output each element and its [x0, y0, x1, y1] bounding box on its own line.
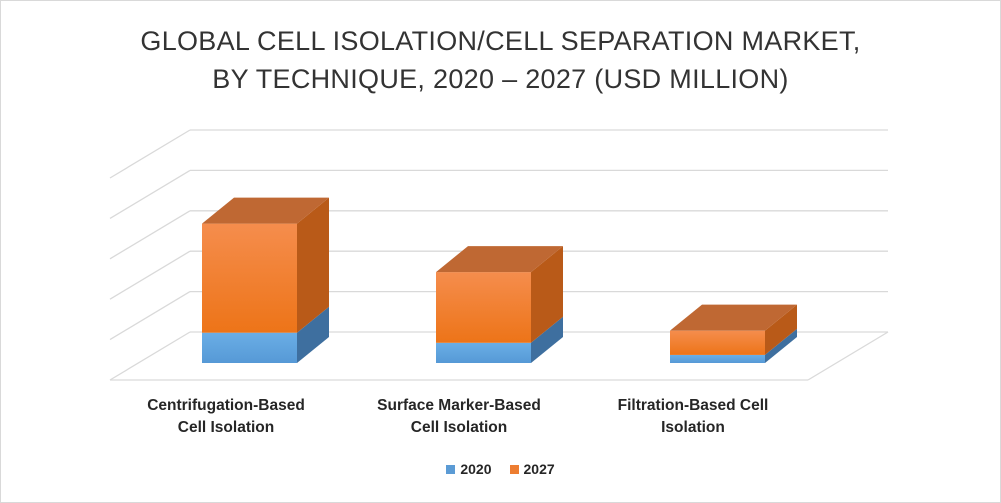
legend-item-2020: 2020	[446, 461, 492, 477]
gridline-side	[109, 250, 191, 300]
category-label-filtration: Filtration-Based Cell Isolation	[617, 397, 769, 436]
bar-2027-2-side	[765, 304, 797, 355]
category-label-centrifugation: Centrifugation-Based Cell Isolation	[147, 397, 305, 436]
chart-title-line-1: GLOBAL CELL ISOLATION/CELL SEPARATION MA…	[140, 26, 861, 56]
bar-2027-0-top	[202, 197, 329, 224]
bar-2020-0-side	[297, 306, 329, 363]
gridline-side	[109, 129, 191, 179]
chart-title-line-2: BY TECHNIQUE, 2020 – 2027 (USD MILLION)	[212, 64, 789, 94]
legend-label-2027: 2027	[523, 461, 555, 477]
legend-swatch-2020	[446, 464, 456, 474]
bar-2020-2-front	[670, 354, 765, 363]
bar-2027-2-front	[670, 330, 765, 355]
bar-2020-1-front	[436, 342, 531, 363]
bar-2027-1-side	[531, 246, 563, 343]
bar-2027-0-side	[297, 197, 329, 333]
gridline-side	[109, 210, 191, 260]
legend: 2020 2027	[0, 461, 1001, 477]
chart-title: GLOBAL CELL ISOLATION/CELL SEPARATION MA…	[0, 22, 1001, 98]
bar-2027-2-top	[670, 304, 797, 331]
bar-2027-1-top	[436, 246, 563, 273]
bar-2020-0-front	[202, 332, 297, 363]
bar-2020-2-side	[765, 328, 797, 363]
category-label-surface-marker: Surface Marker-Based Cell Isolation	[377, 397, 541, 436]
floor-right-edge	[807, 331, 889, 381]
legend-item-2027: 2027	[509, 461, 555, 477]
gridline-side	[109, 291, 191, 341]
legend-label-2020: 2020	[460, 461, 492, 477]
bar-2027-0-front	[202, 223, 297, 333]
bar-2020-1-side	[531, 316, 563, 363]
gridline-side	[109, 331, 191, 381]
legend-swatch-2027	[509, 464, 519, 474]
bar-2027-1-front	[436, 272, 531, 343]
gridline-side	[109, 169, 191, 219]
